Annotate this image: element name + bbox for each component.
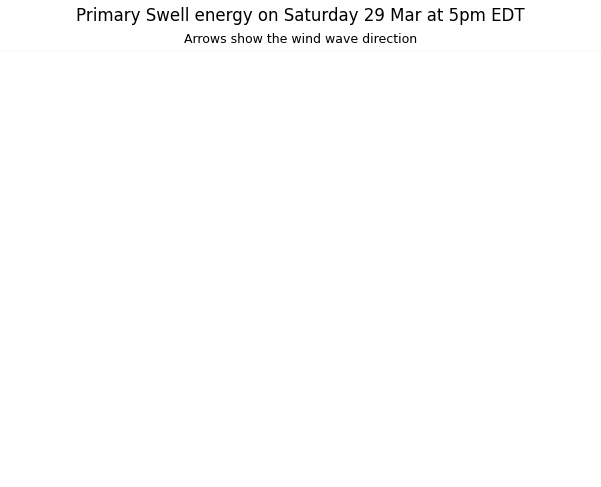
Text: Primary Swell energy on Saturday 29 Mar at 5pm EDT: Primary Swell energy on Saturday 29 Mar … bbox=[76, 7, 525, 25]
Text: cartopy required: cartopy required bbox=[219, 260, 382, 279]
Text: Arrows show the wind wave direction: Arrows show the wind wave direction bbox=[184, 34, 417, 46]
